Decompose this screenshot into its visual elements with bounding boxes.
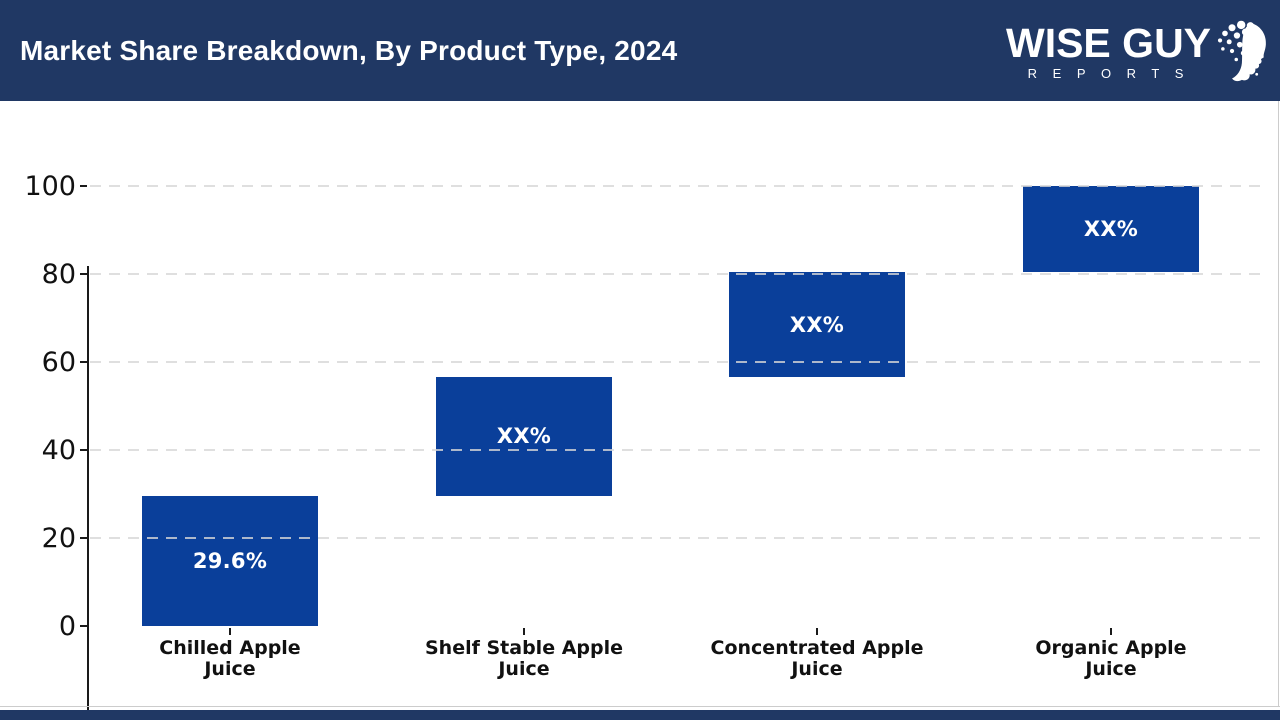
x-category-label-1: Chilled Apple Juice	[159, 637, 301, 680]
y-tick-label-40: 40	[41, 435, 76, 466]
y-tick-mark-20	[80, 537, 87, 539]
y-axis-line	[87, 266, 89, 720]
bar-chilled-apple-juice: 29.6%	[142, 495, 318, 626]
gridline-y-20	[90, 537, 1262, 539]
y-tick-label-80: 80	[41, 259, 76, 290]
x-category-label-4: Organic Apple Juice	[1035, 637, 1187, 680]
brand-name: WISE GUY	[1006, 20, 1212, 66]
y-tick-label-0: 0	[58, 611, 76, 642]
bar-organic-apple-juice: XX%	[1023, 186, 1199, 273]
y-tick-mark-80	[80, 273, 87, 275]
footer-bar	[0, 710, 1280, 720]
gridline-y-100	[90, 185, 1262, 187]
bar-concentrated-apple-juice: XX%	[729, 272, 905, 377]
brand-logo: WISE GUY R E P O R T S	[1006, 6, 1268, 96]
y-tick-label-100: 100	[24, 171, 76, 202]
y-tick-mark-100	[80, 185, 87, 187]
y-tick-mark-0	[80, 625, 87, 627]
x-tick-mark-4	[1110, 628, 1112, 635]
x-category-label-3: Concentrated Apple Juice	[710, 637, 924, 680]
page-title: Market Share Breakdown, By Product Type,…	[20, 34, 678, 66]
gridline-y-80	[90, 273, 1262, 275]
x-category-label-2: Shelf Stable Apple Juice	[425, 637, 623, 680]
frame-bottom-rule	[0, 706, 1280, 707]
x-tick-mark-3	[816, 628, 818, 635]
y-tick-mark-40	[80, 449, 87, 451]
bar-value-label: XX%	[496, 424, 552, 449]
y-tick-mark-60	[80, 361, 87, 363]
gridline-y-60	[90, 361, 1262, 363]
frame-right-border	[1278, 101, 1279, 706]
brand-logo-text: WISE GUY R E P O R T S	[1006, 21, 1211, 81]
gridline-y-40	[90, 449, 1262, 451]
y-tick-label-60: 60	[41, 347, 76, 378]
brand-subtitle: R E P O R T S	[1027, 66, 1190, 81]
bar-value-label: 29.6%	[192, 548, 268, 573]
header-bar: Market Share Breakdown, By Product Type,…	[0, 0, 1280, 101]
bar-value-label: XX%	[1083, 217, 1139, 242]
bar-shelf-stable-apple-juice: XX%	[436, 376, 612, 496]
bar-value-label: XX%	[789, 312, 845, 337]
brand-head-icon	[1217, 20, 1266, 82]
y-tick-label-20: 20	[41, 523, 76, 554]
x-tick-mark-1	[229, 628, 231, 635]
x-tick-mark-2	[523, 628, 525, 635]
